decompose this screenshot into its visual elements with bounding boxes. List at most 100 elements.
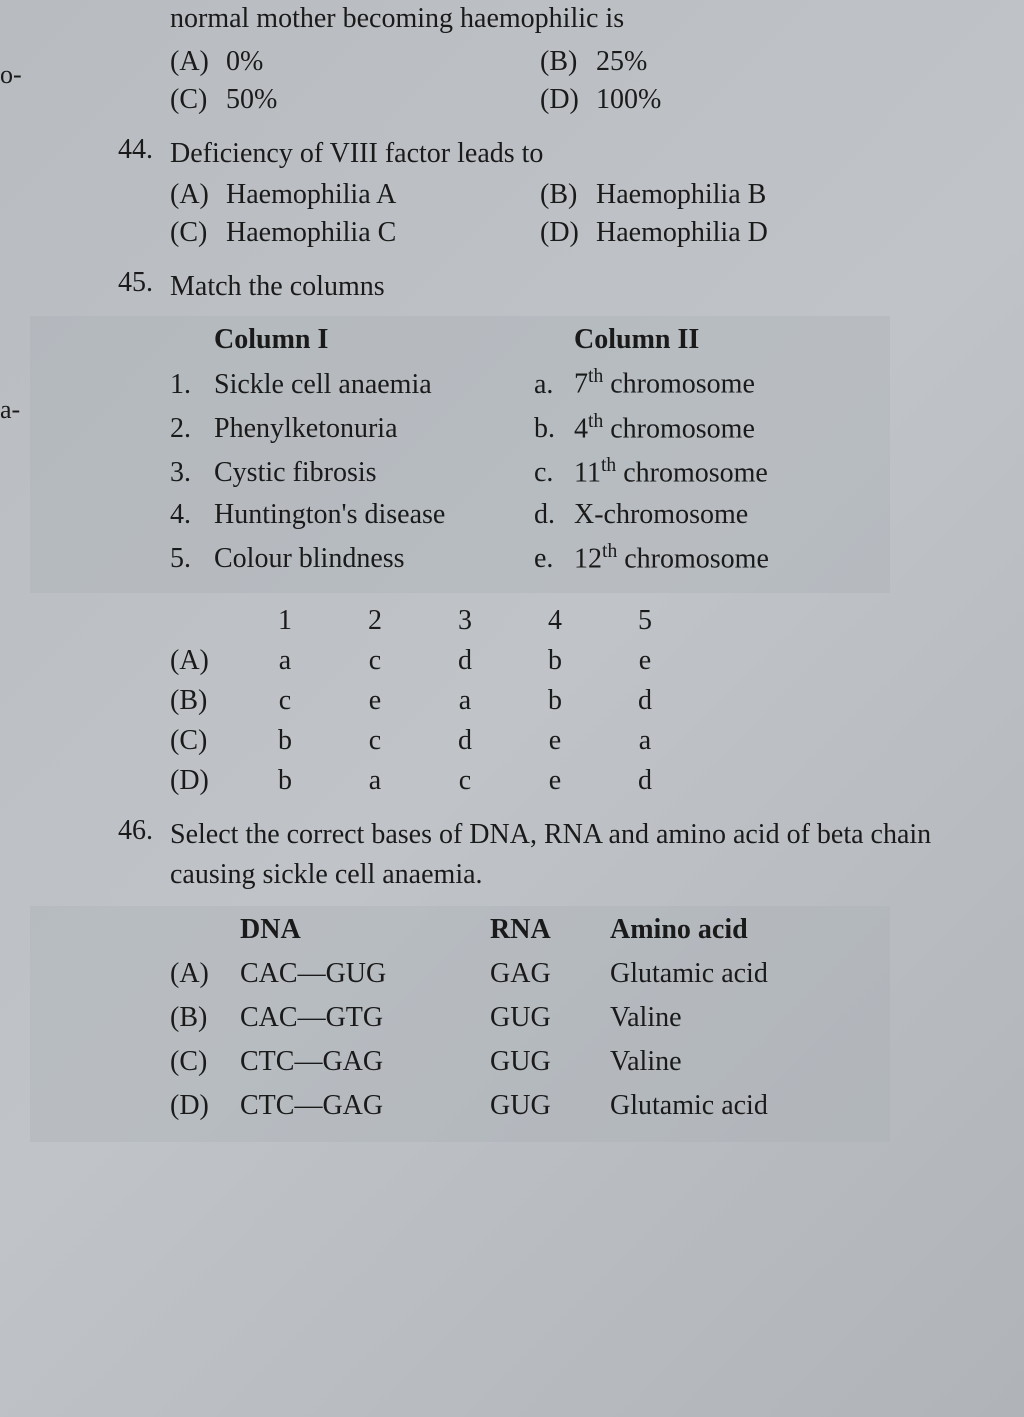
rna-val: GUG [490, 1002, 610, 1034]
question-number: 44. [118, 134, 170, 166]
match-num2: c. [534, 457, 574, 489]
match-col2: 12th chromosome [574, 541, 874, 575]
question-45: 4 5. Match the columns Column I Column II… [30, 267, 994, 798]
match-col1: Sickle cell anaemia [214, 369, 534, 401]
answer-val: c [420, 765, 510, 797]
answer-val: d [420, 725, 510, 757]
match-col1: Colour blindness [214, 543, 534, 575]
dna-label: (B) [170, 1002, 240, 1034]
answer-label: (B) [170, 685, 240, 717]
question-text: Select the correct bases of DNA, RNA and… [170, 815, 994, 893]
col2-header: Column II [574, 324, 874, 356]
match-row: 4.Huntington's diseased.X-chromosome [170, 499, 890, 531]
page-content: o- a- normal mother becoming haemophilic… [0, 0, 1024, 1190]
question-text: Match the columns [170, 267, 994, 306]
match-col2: 7th chromosome [574, 366, 874, 400]
match-row: 3.Cystic fibrosisc.11th chromosome [170, 455, 890, 489]
q44-options: (A)Haemophilia A (B)Haemophilia B (C)Hae… [30, 179, 994, 249]
answer-row: (B)ceabd [170, 685, 994, 717]
match-num1: 3. [170, 457, 214, 489]
aa-val: Valine [610, 1046, 870, 1078]
match-num2: a. [534, 369, 574, 401]
opt-text: Haemophilia B [596, 179, 766, 211]
dna-label: (C) [170, 1046, 240, 1078]
question-46: 46. Select the correct bases of DNA, RNA… [30, 815, 994, 1141]
opt-label: (A) [170, 46, 218, 78]
answer-header-row: 1 2 3 4 5 [170, 605, 994, 637]
answer-val: d [420, 645, 510, 677]
option-c: (C)Haemophilia C [170, 217, 520, 249]
question-44: 44. Deficiency of VIII factor leads to (… [30, 134, 994, 249]
dna-row: (A)CAC—GUGGAGGlutamic acid [170, 958, 890, 990]
answer-row: (C)bcdea [170, 725, 994, 757]
dna-val: CTC—GAG [240, 1090, 490, 1122]
opt-text: 25% [596, 46, 647, 78]
opt-label: (C) [170, 84, 218, 116]
question-text: Deficiency of VIII factor leads to [170, 134, 994, 173]
option-d: (D)100% [540, 84, 890, 116]
answer-val: e [510, 765, 600, 797]
dna-row: (B)CAC—GTGGUGValine [170, 1002, 890, 1034]
answer-val: b [240, 725, 330, 757]
option-a: (A)Haemophilia A [170, 179, 520, 211]
option-b: (B)Haemophilia B [540, 179, 890, 211]
dna-table: DNA RNA Amino acid (A)CAC—GUGGAGGlutamic… [30, 906, 890, 1142]
opt-label: (C) [170, 217, 218, 249]
col1-header: Column I [214, 324, 534, 356]
ans-head: 4 [510, 605, 600, 637]
match-table: Column I Column II 1.Sickle cell anaemia… [30, 316, 890, 593]
opt-text: 100% [596, 84, 661, 116]
aa-val: Valine [610, 1002, 870, 1034]
opt-label: (B) [540, 46, 588, 78]
ans-head: 3 [420, 605, 510, 637]
opt-text: Haemophilia D [596, 217, 768, 249]
question-number: 46. [118, 815, 170, 847]
rna-val: GAG [490, 958, 610, 990]
answer-val: d [600, 685, 690, 717]
q43-options: (A)0% (B)25% (C)50% (D)100% [30, 46, 994, 116]
option-a: (A)0% [170, 46, 520, 78]
opt-text: 0% [226, 46, 263, 78]
answer-label: (C) [170, 725, 240, 757]
rna-val: GUG [490, 1046, 610, 1078]
rna-head: RNA [490, 914, 610, 946]
opt-label: (D) [540, 217, 588, 249]
side-marker-1: o- [0, 60, 22, 90]
match-num1: 4. [170, 499, 214, 531]
answer-grid: 1 2 3 4 5 (A)acdbe(B)ceabd(C)bcdea(D)bac… [30, 605, 994, 797]
answer-val: e [330, 685, 420, 717]
match-col1: Huntington's disease [214, 499, 534, 531]
answer-val: e [600, 645, 690, 677]
option-d: (D)Haemophilia D [540, 217, 890, 249]
match-col2: X-chromosome [574, 499, 874, 531]
aa-val: Glutamic acid [610, 958, 870, 990]
answer-val: b [240, 765, 330, 797]
option-c: (C)50% [170, 84, 520, 116]
answer-val: a [240, 645, 330, 677]
match-num1: 2. [170, 413, 214, 445]
ans-head: 5 [600, 605, 690, 637]
dna-head: DNA [240, 914, 490, 946]
answer-val: c [330, 725, 420, 757]
dna-val: CTC—GAG [240, 1046, 490, 1078]
q44-line: 44. Deficiency of VIII factor leads to [30, 134, 994, 173]
match-num2: e. [534, 543, 574, 575]
answer-val: d [600, 765, 690, 797]
q43-text: normal mother becoming haemophilic is [30, 0, 994, 38]
answer-val: c [330, 645, 420, 677]
aa-val: Glutamic acid [610, 1090, 870, 1122]
dna-label: (A) [170, 958, 240, 990]
dna-val: CAC—GTG [240, 1002, 490, 1034]
match-col2: 4th chromosome [574, 411, 874, 445]
ans-head: 1 [240, 605, 330, 637]
answer-label: (D) [170, 765, 240, 797]
match-num2: b. [534, 413, 574, 445]
rna-val: GUG [490, 1090, 610, 1122]
match-row: 1.Sickle cell anaemiaa.7th chromosome [170, 366, 890, 400]
opt-label: (D) [540, 84, 588, 116]
question-43-partial: normal mother becoming haemophilic is (A… [30, 0, 994, 116]
answer-val: c [240, 685, 330, 717]
opt-text: Haemophilia C [226, 217, 396, 249]
side-marker-2: a- [0, 395, 20, 425]
match-num1: 5. [170, 543, 214, 575]
